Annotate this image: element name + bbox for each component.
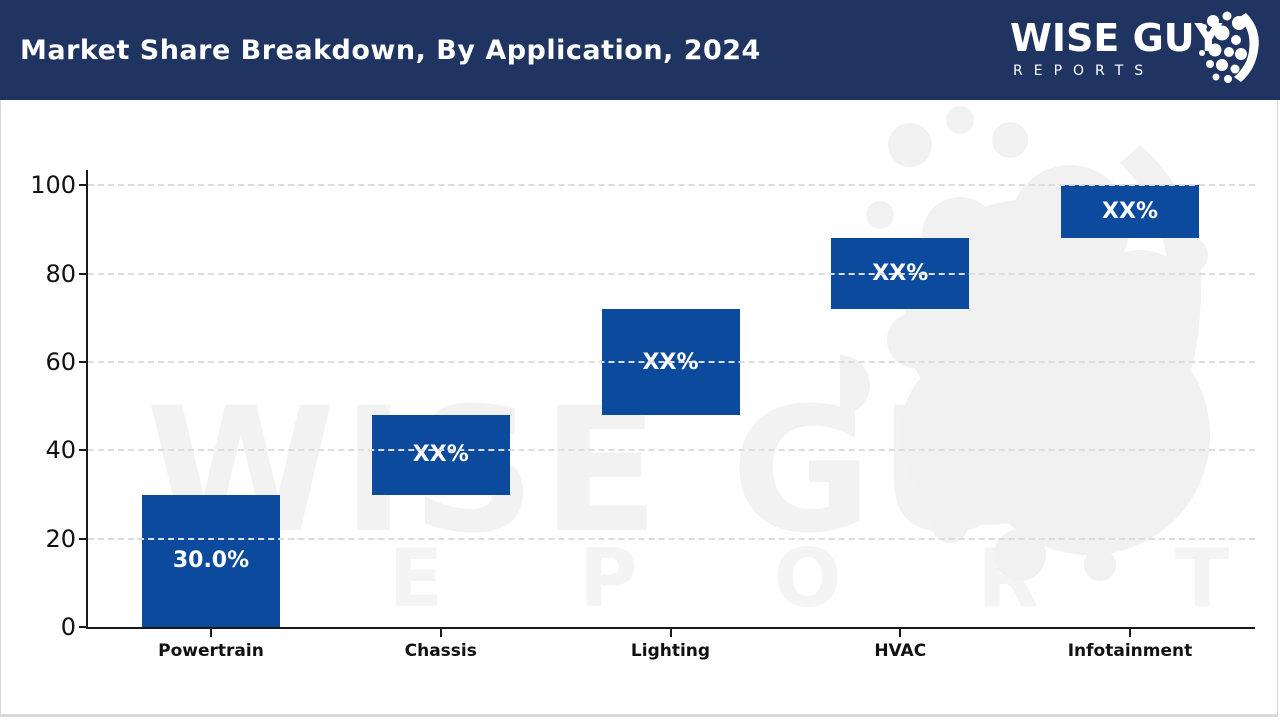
y-tick-label: 40: [45, 436, 76, 465]
bar-value-label: 30.0%: [172, 548, 250, 574]
bar-value-label: XX%: [1102, 199, 1158, 225]
y-tick-mark: [79, 449, 87, 452]
y-tick-label: 80: [45, 259, 76, 288]
x-tick-mark: [899, 629, 902, 637]
waterfall-bar-powertrain: 30.0%: [142, 494, 280, 627]
y-axis-line: [86, 170, 88, 629]
y-tick-label: 100: [30, 171, 76, 200]
x-tick-mark: [210, 629, 212, 637]
category-label-chassis: Chassis: [404, 641, 477, 661]
bar-value-label: XX%: [412, 442, 469, 468]
y-tick-mark: [79, 537, 87, 540]
x-tick-mark: [1129, 629, 1131, 637]
y-tick-mark: [79, 361, 87, 364]
category-label-hvac: HVAC: [874, 641, 927, 661]
y-tick-mark: [79, 626, 87, 628]
logo-head-dots-icon: [1199, 11, 1259, 83]
y-tick-mark: [79, 272, 87, 275]
gridline-80: [88, 272, 1255, 275]
gridline-100: [88, 184, 1255, 187]
x-tick-mark: [669, 629, 672, 637]
gridline-60: [88, 361, 1255, 364]
category-label-lighting: Lighting: [630, 641, 711, 661]
chart-title: Market Share Breakdown, By Application, …: [20, 34, 761, 66]
logo-text: WISE GUY REPORTS: [1010, 16, 1223, 79]
gridline-20: [88, 537, 1255, 540]
wise-guy-logo: WISE GUY REPORTS: [1010, 9, 1262, 91]
x-axis-line: [86, 627, 1255, 629]
y-tick-mark: [79, 184, 87, 187]
logo-line1-text: WISE GUY: [1010, 16, 1223, 60]
header-bar: Market Share Breakdown, By Application, …: [0, 0, 1280, 100]
logo-line2-text: REPORTS: [1013, 63, 1154, 79]
category-label-infotainment: Infotainment: [1067, 641, 1193, 661]
gridline-40: [88, 449, 1255, 452]
y-tick-label: 0: [60, 613, 76, 641]
x-tick-mark: [439, 629, 442, 637]
y-tick-label: 60: [45, 348, 76, 377]
y-tick-label: 20: [45, 524, 76, 553]
category-label-powertrain: Powertrain: [158, 641, 264, 661]
waterfall-bar-infotainment: XX%: [1061, 185, 1199, 239]
waterfall-bar-chassis: XX%: [371, 415, 510, 495]
